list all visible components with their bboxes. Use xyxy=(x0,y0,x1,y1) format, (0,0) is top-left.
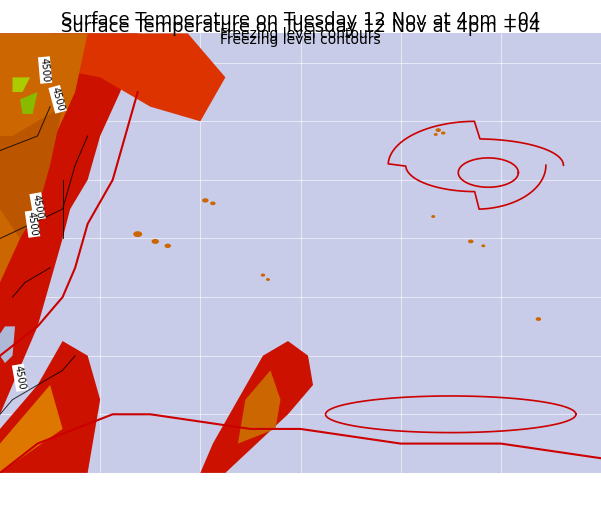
Polygon shape xyxy=(0,107,63,238)
Circle shape xyxy=(432,216,435,217)
Circle shape xyxy=(165,244,170,247)
Polygon shape xyxy=(13,78,30,92)
Circle shape xyxy=(435,134,437,135)
Polygon shape xyxy=(20,92,37,114)
Polygon shape xyxy=(0,326,15,363)
Circle shape xyxy=(134,232,141,236)
Text: Freezing level contours: Freezing level contours xyxy=(220,27,381,41)
Circle shape xyxy=(152,240,158,243)
Text: 4500: 4500 xyxy=(31,193,44,219)
Polygon shape xyxy=(0,33,88,283)
Circle shape xyxy=(267,279,269,280)
Circle shape xyxy=(436,129,440,131)
Polygon shape xyxy=(0,341,100,473)
Text: 4500: 4500 xyxy=(39,58,51,83)
Circle shape xyxy=(469,240,473,243)
Circle shape xyxy=(442,132,445,134)
Text: 4500: 4500 xyxy=(13,364,27,391)
Circle shape xyxy=(261,274,264,276)
Circle shape xyxy=(203,199,208,202)
Circle shape xyxy=(211,202,215,205)
Circle shape xyxy=(536,318,540,320)
Polygon shape xyxy=(200,341,313,473)
Text: Freezing level contours: Freezing level contours xyxy=(220,33,381,47)
Polygon shape xyxy=(0,385,63,473)
Text: 4500: 4500 xyxy=(49,86,66,113)
Text: Surface Temperature on Tuesday 12 Nov at 4pm +04: Surface Temperature on Tuesday 12 Nov at… xyxy=(61,11,540,29)
Text: 4500: 4500 xyxy=(26,211,39,237)
Polygon shape xyxy=(0,33,138,473)
Polygon shape xyxy=(50,33,225,121)
Text: Surface Temperature on Tuesday 12 Nov at 4pm +04: Surface Temperature on Tuesday 12 Nov at… xyxy=(61,18,540,36)
Circle shape xyxy=(482,245,484,247)
Polygon shape xyxy=(238,370,281,444)
